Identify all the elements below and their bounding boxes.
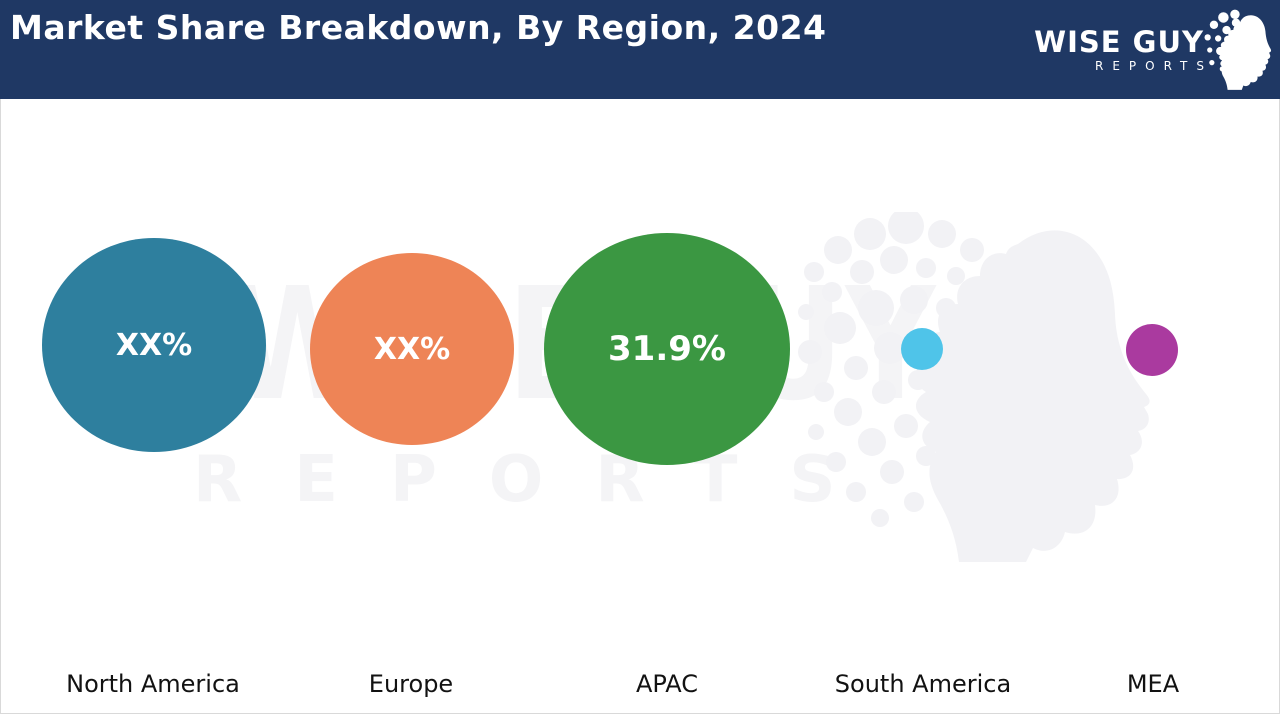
header-bar: Market Share Breakdown, By Region, 2024 … [0,0,1280,99]
category-label-apac: APAC [635,670,699,698]
category-label-south-america: South America [834,670,1012,698]
watermark-head-icon [798,212,1150,562]
bubble-value-label: 31.9% [608,329,726,369]
bubble-value-label: XX% [115,327,193,363]
watermark-tagline: REPORTS [193,443,888,517]
brand-wordmark: WISE GUY [1034,24,1204,59]
brand-tagline: REPORTS [1094,59,1213,74]
brand-logo-text: WISE GUY REPORTS [1034,24,1204,74]
category-label-mea: MEA [1126,670,1180,698]
bubble-value-label: XX% [373,331,451,367]
chart-area: WISE GUY REPORTS [0,99,1280,714]
page-title: Market Share Breakdown, By Region, 2024 [10,8,827,47]
brand-logo: WISE GUY REPORTS [1034,6,1274,94]
bubble-apac: 31.9% [544,233,790,465]
category-label-north-america: North America [66,670,240,698]
bubble-europe: XX% [310,253,514,445]
bubble-mea [1126,324,1178,376]
bubble-north-america: XX% [42,238,266,452]
category-label-europe: Europe [368,670,454,698]
bubble-south-america [901,328,943,370]
brand-head-icon [1204,9,1272,90]
